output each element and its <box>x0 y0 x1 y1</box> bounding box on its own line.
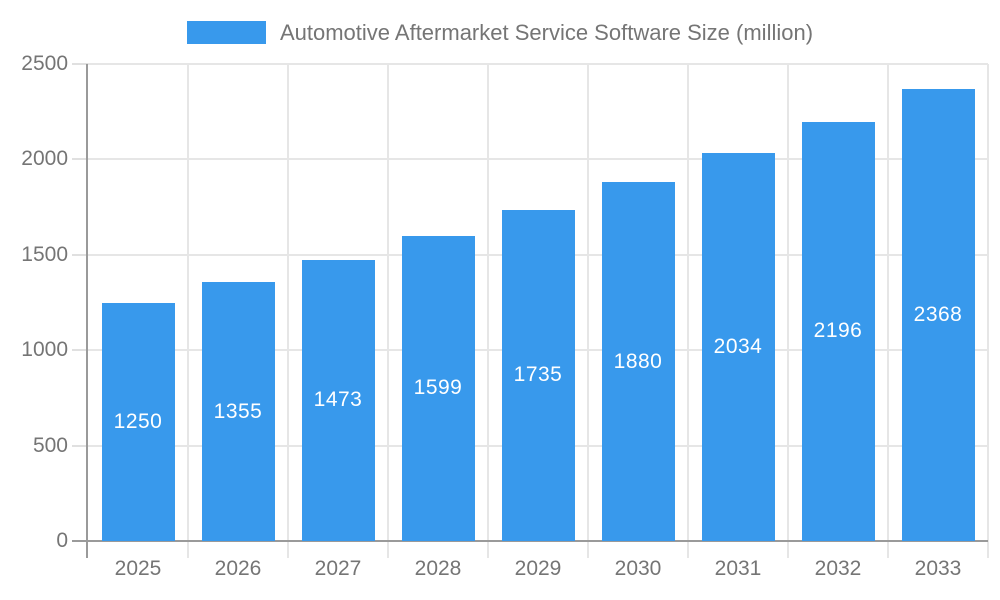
bar: 2034 <box>701 152 775 541</box>
legend-swatch-icon <box>186 21 266 44</box>
bar: 1473 <box>301 259 375 541</box>
x-gridline <box>487 64 489 558</box>
x-tick-label: 2031 <box>714 557 762 580</box>
y-tick-label: 1000 <box>21 338 68 362</box>
bar: 1735 <box>501 209 575 541</box>
x-tick-label: 2025 <box>114 557 162 580</box>
bar-value-label: 2368 <box>913 303 963 327</box>
x-gridline <box>387 64 389 558</box>
x-gridline <box>287 64 289 558</box>
x-tick-label: 2029 <box>514 557 562 580</box>
x-tick-label: 2026 <box>214 557 262 580</box>
x-tick-label: 2030 <box>614 557 662 580</box>
bar: 2368 <box>901 89 975 541</box>
bar: 2196 <box>801 122 875 541</box>
bar: 1355 <box>201 282 275 541</box>
bar-value-label: 2034 <box>713 334 763 358</box>
y-tick-mark <box>72 158 88 161</box>
bar-value-label: 1250 <box>113 409 163 433</box>
x-gridline <box>687 64 689 558</box>
y-axis-line <box>86 64 88 558</box>
bar-value-label: 1355 <box>213 399 263 423</box>
bar-value-label: 1880 <box>613 349 663 373</box>
y-tick-label: 500 <box>32 433 68 457</box>
x-axis-line <box>72 540 988 542</box>
x-gridline <box>187 64 189 558</box>
bar-value-label: 2196 <box>813 319 863 343</box>
y-tick-label: 1500 <box>21 242 68 266</box>
x-gridline <box>987 64 989 558</box>
bar-value-label: 1735 <box>513 363 563 387</box>
y-gridline <box>88 158 988 161</box>
y-tick-mark <box>72 253 88 256</box>
bar: 1599 <box>401 235 475 541</box>
x-tick-label: 2027 <box>314 557 362 580</box>
y-tick-label: 2000 <box>21 147 68 171</box>
bar: 1880 <box>601 182 675 541</box>
y-tick-label: 0 <box>56 529 68 552</box>
x-tick-label: 2032 <box>814 557 862 580</box>
y-tick-mark <box>72 63 88 65</box>
y-tick-mark <box>72 349 88 352</box>
bar: 1250 <box>101 302 175 541</box>
x-gridline <box>787 64 789 558</box>
x-gridline <box>587 64 589 558</box>
y-tick-label: 2500 <box>21 52 68 75</box>
bar-value-label: 1473 <box>313 388 363 412</box>
chart-legend[interactable]: Automotive Aftermarket Service Software … <box>0 20 1000 45</box>
bar-value-label: 1599 <box>413 376 463 400</box>
x-tick-label: 2028 <box>414 557 462 580</box>
x-tick-label: 2033 <box>914 557 962 580</box>
chart-title: Automotive Aftermarket Service Software … <box>279 20 814 45</box>
x-gridline <box>887 64 889 558</box>
y-gridline <box>88 63 988 65</box>
y-tick-mark <box>72 444 88 447</box>
